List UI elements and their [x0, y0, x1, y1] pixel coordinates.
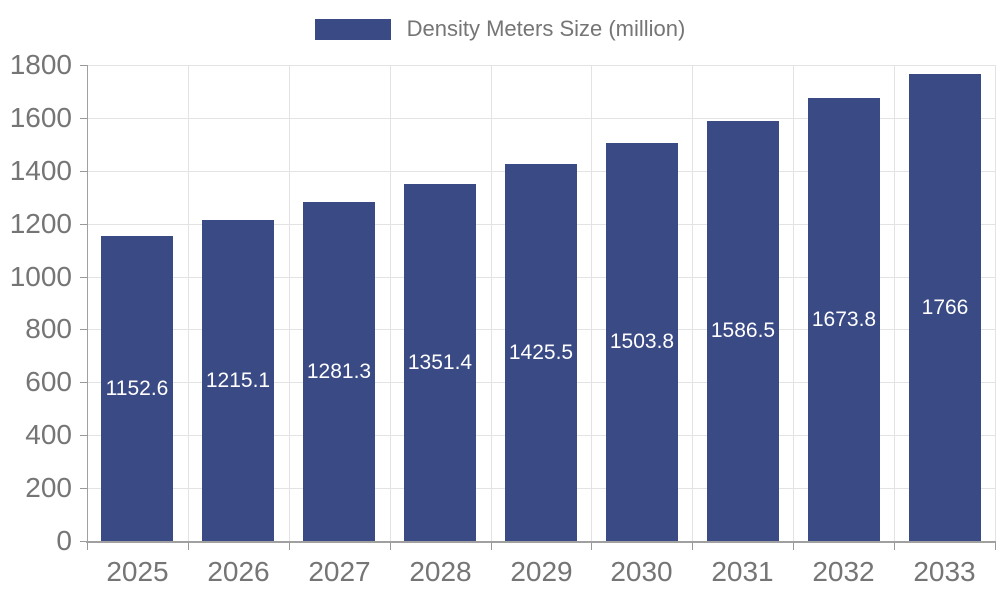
legend[interactable]: Density Meters Size (million)	[0, 16, 1000, 42]
bar-2026	[202, 220, 274, 541]
y-axis-tick	[80, 541, 87, 542]
x-axis-tick-label: 2028	[409, 556, 472, 587]
bar-2029	[505, 164, 577, 541]
bar-2027	[303, 202, 375, 541]
y-axis-tick-label: 0	[56, 525, 72, 556]
x-axis-tick	[491, 542, 492, 550]
x-axis-tick	[390, 542, 391, 550]
gridline-vertical	[491, 65, 492, 541]
y-axis-tick-label: 1600	[9, 102, 72, 133]
bar-value-label: 1503.8	[609, 330, 675, 353]
bar-value-label: 1281.3	[306, 359, 372, 383]
y-axis-tick	[80, 488, 87, 489]
bar-value-label: 1766	[921, 295, 969, 319]
x-axis-tick-label: 2032	[812, 556, 875, 587]
y-axis-tick-label: 1200	[9, 208, 72, 239]
x-axis-tick-label: 2026	[207, 556, 270, 587]
bar-2032	[808, 98, 880, 541]
gridline-horizontal	[87, 118, 995, 119]
x-axis-tick-label: 2027	[308, 556, 371, 587]
gridline-vertical	[289, 65, 290, 541]
y-axis-tick	[80, 65, 87, 66]
y-axis-tick-label: 1800	[9, 49, 72, 80]
bar-value-label: 1152.6	[105, 376, 169, 400]
y-axis-tick-label: 1400	[9, 155, 72, 186]
x-axis-tick-label: 2025	[106, 556, 169, 587]
x-axis-tick-label: 2030	[610, 556, 673, 587]
bar-value-label: 1425.5	[508, 340, 574, 364]
x-axis-tick	[591, 542, 592, 550]
y-axis-tick	[80, 118, 87, 119]
y-axis-tick	[80, 224, 87, 225]
y-axis-tick	[80, 435, 87, 436]
gridline-vertical	[995, 65, 996, 541]
gridline-vertical	[591, 65, 592, 541]
gridline-vertical	[390, 65, 391, 541]
gridline-vertical	[894, 65, 895, 541]
bar-2028	[404, 184, 476, 541]
x-axis-line	[86, 541, 996, 543]
y-axis-tick-label: 600	[25, 366, 72, 397]
x-axis-tick	[188, 542, 189, 550]
x-axis-tick	[793, 542, 794, 550]
x-axis-tick-label: 2029	[510, 556, 573, 587]
y-axis-line	[87, 65, 88, 541]
bar-value-label: 1586.5	[710, 319, 776, 342]
bar-2033	[909, 74, 981, 541]
y-axis-tick	[80, 171, 87, 172]
y-axis-tick-label: 800	[25, 313, 72, 344]
gridline-vertical	[188, 65, 189, 541]
gridline-vertical	[793, 65, 794, 541]
bar-2030	[606, 143, 678, 541]
x-axis-tick	[87, 542, 88, 550]
x-axis-tick	[894, 542, 895, 550]
x-axis-tick	[692, 542, 693, 550]
bar-value-label: 1215.1	[205, 368, 271, 392]
y-axis-tick-label: 200	[25, 472, 72, 503]
y-axis-tick	[80, 329, 87, 330]
legend-label[interactable]: Density Meters Size (million)	[406, 16, 686, 41]
x-axis-tick-label: 2031	[711, 556, 774, 587]
y-axis-tick-label: 1000	[9, 261, 72, 292]
y-axis-tick	[80, 382, 87, 383]
x-axis-tick-label: 2033	[913, 556, 976, 587]
bar-2025	[101, 236, 173, 541]
y-axis-tick	[80, 277, 87, 278]
bar-value-label: 1351.4	[407, 350, 473, 374]
gridline-vertical	[692, 65, 693, 541]
x-axis-tick	[995, 542, 996, 550]
y-axis-tick-label: 400	[25, 419, 72, 450]
bar-value-label: 1673.8	[811, 307, 877, 331]
legend-swatch[interactable]	[314, 18, 391, 40]
x-axis-tick	[289, 542, 290, 550]
gridline-horizontal	[87, 65, 995, 66]
bar-2031	[707, 121, 779, 541]
